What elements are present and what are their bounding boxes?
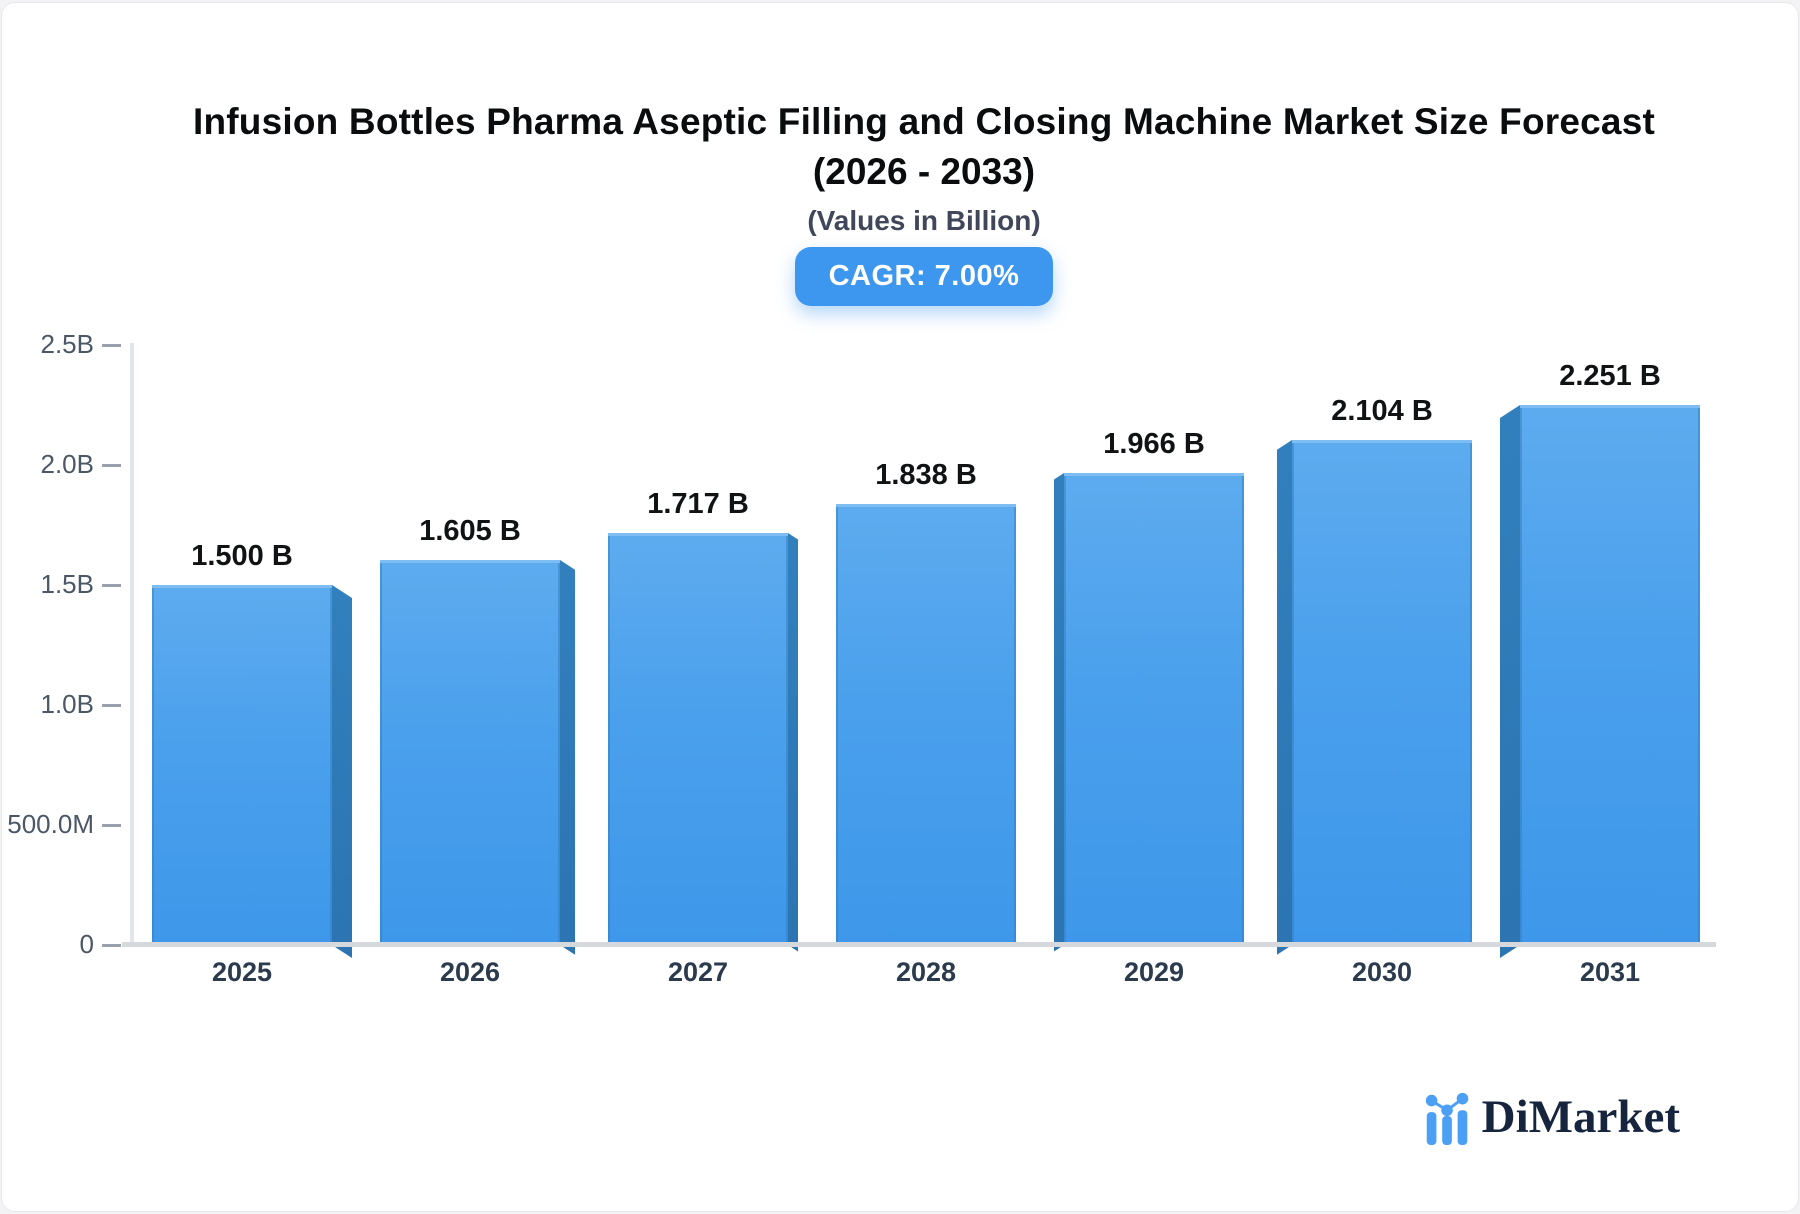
- dimarket-logo: DiMarket: [1425, 1089, 1680, 1145]
- x-axis-label: 2031: [1579, 957, 1641, 987]
- x-axis-label: 2026: [439, 957, 501, 987]
- bar-2030: [1292, 440, 1472, 945]
- bar-2027: [608, 533, 788, 945]
- bar-3d-side: [1054, 473, 1064, 952]
- x-axis-label: 2030: [1351, 957, 1413, 987]
- chart-title: Infusion Bottles Pharma Aseptic Filling …: [192, 101, 1656, 142]
- cagr-badge: CAGR: 7.00%: [794, 247, 1054, 306]
- x-axis-label: 2027: [667, 957, 729, 987]
- x-axis-label: 2028: [895, 957, 957, 987]
- y-axis-tick-label: 0: [79, 929, 94, 959]
- bar-value-label: 2.251 B: [1559, 360, 1661, 392]
- bar-value-label: 1.717 B: [647, 488, 749, 520]
- y-axis-line: [130, 343, 134, 947]
- y-axis-tick-label: 2.0B: [40, 449, 95, 479]
- y-axis-tick-mark: [102, 464, 121, 467]
- chart-subtitle: (Values in Billion): [807, 205, 1041, 236]
- bar-2031: [1520, 405, 1700, 945]
- bar-2026: [380, 560, 560, 945]
- bar-3d-side: [788, 533, 798, 952]
- bar-chart-with-dots-logo-icon: [1425, 1092, 1468, 1145]
- chart-title-range: (2026 - 2033): [812, 151, 1036, 192]
- bar-2028: [836, 504, 1016, 945]
- y-axis-tick-label: 1.0B: [40, 689, 95, 719]
- bar-3d-side: [1500, 405, 1520, 958]
- y-axis-tick-mark: [102, 824, 121, 827]
- y-axis-tick-label: 1.5B: [40, 569, 95, 599]
- x-axis-baseline: [122, 942, 1716, 947]
- y-axis-tick-label: 500.0M: [7, 809, 94, 839]
- brand-name: DiMarket: [1481, 1091, 1680, 1143]
- bar-value-label: 1.605 B: [419, 515, 521, 547]
- bar-value-label: 1.500 B: [191, 540, 293, 572]
- bar-value-label: 2.104 B: [1331, 395, 1433, 427]
- bar-2025: [152, 585, 332, 945]
- x-axis-label: 2029: [1123, 957, 1185, 987]
- bar-2029: [1064, 473, 1244, 945]
- chart-header: Infusion Bottles Pharma Aseptic Filling …: [134, 97, 1714, 306]
- y-axis-tick-mark: [102, 344, 121, 347]
- y-axis-tick-mark: [102, 944, 121, 947]
- bar-3d-side: [1277, 440, 1292, 955]
- bar-3d-side: [560, 560, 575, 955]
- plot-area: 2.5B 2.0B 1.5B 1.0B 500.0M 0 1.500 B 2025 1.605 …: [2, 3, 1798, 1211]
- y-axis-tick-label: 2.5B: [40, 329, 95, 359]
- x-axis-label: 2025: [211, 957, 273, 987]
- bar-value-label: 1.966 B: [1103, 428, 1205, 460]
- bar-3d-side: [332, 585, 352, 958]
- y-axis-tick-mark: [102, 704, 121, 707]
- y-axis-tick-mark: [102, 584, 121, 587]
- bar-value-label: 1.838 B: [875, 459, 977, 491]
